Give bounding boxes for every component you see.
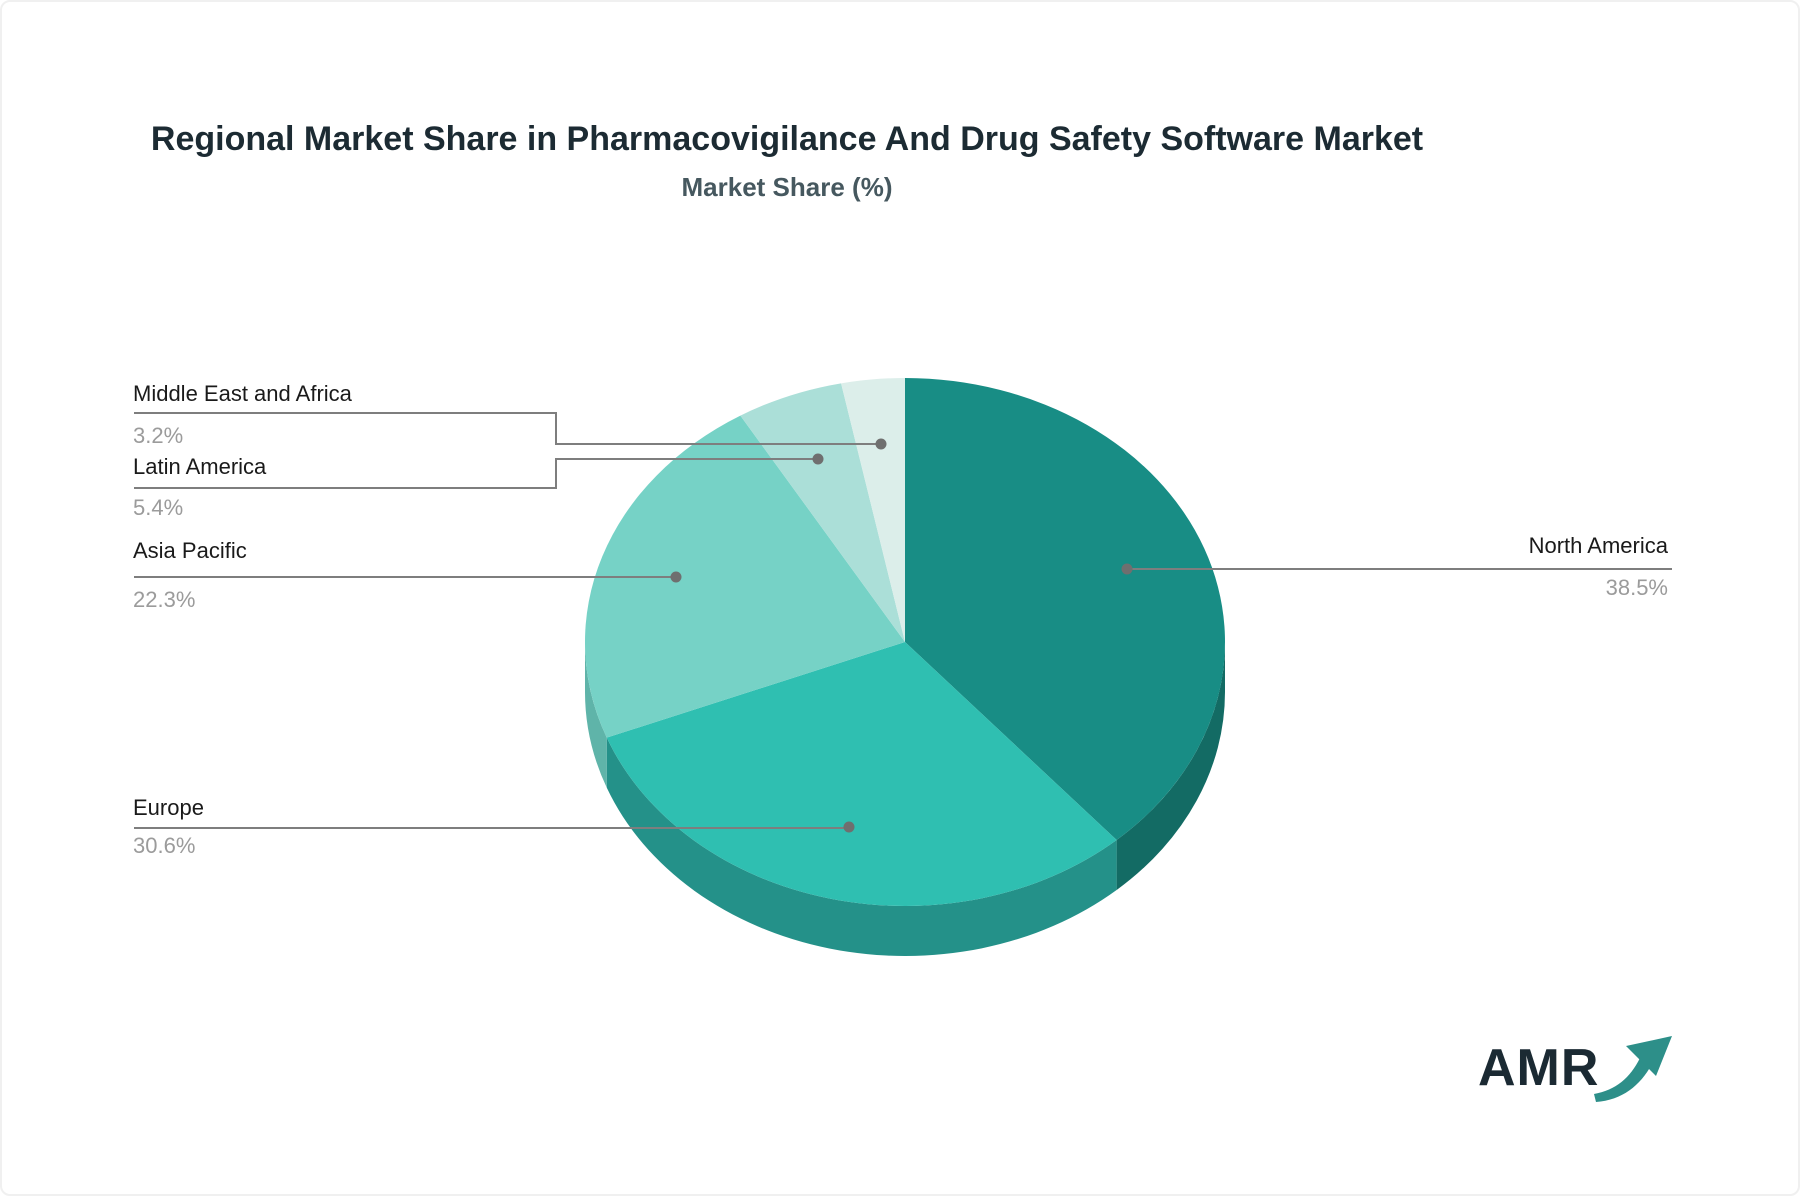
callout-label-europe: Europe xyxy=(133,795,204,820)
callout-label-north-america: North America xyxy=(1528,533,1668,558)
logo-text: AMR xyxy=(1478,1039,1600,1097)
callout-label-asia-pacific: Asia Pacific xyxy=(133,538,247,563)
chart-subtitle: Market Share (%) xyxy=(681,172,893,202)
chart-title: Regional Market Share in Pharmacovigilan… xyxy=(150,120,1424,158)
callout-value-middle-east-africa: 3.2% xyxy=(133,423,184,448)
callout-value-north-america: 38.5% xyxy=(1605,575,1668,600)
callout-label-latin-america: Latin America xyxy=(133,454,267,479)
callout-label-middle-east-africa: Middle East and Africa xyxy=(133,381,352,406)
callout-value-latin-america: 5.4% xyxy=(133,495,184,520)
callout-value-europe: 30.6% xyxy=(133,833,196,858)
trend-up-arrow-icon xyxy=(1594,1036,1672,1102)
callout-value-asia-pacific: 22.3% xyxy=(133,587,196,612)
amr-logo: AMR xyxy=(1478,1030,1678,1110)
